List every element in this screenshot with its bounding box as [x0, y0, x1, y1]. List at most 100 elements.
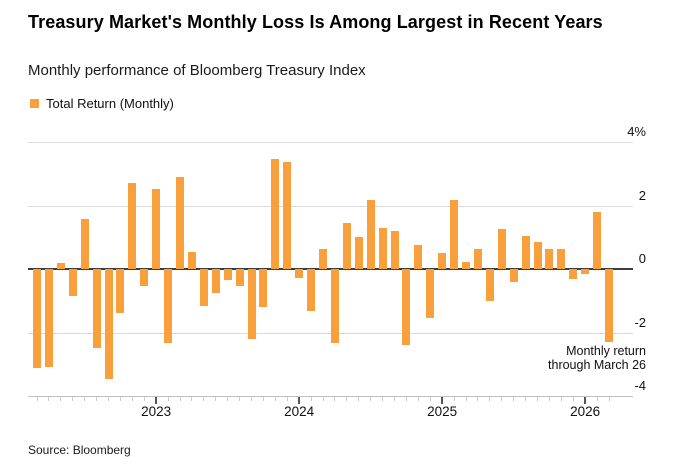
bar-2024-11 [414, 244, 423, 269]
month-tick-2025-03 [465, 397, 467, 401]
month-tick-2022-08 [96, 397, 98, 401]
month-tick-2023-02 [167, 397, 169, 401]
chart-annotation: Monthly return through March 26 [446, 344, 646, 372]
bar-2025-03 [462, 261, 470, 269]
month-tick-2026-03 [608, 397, 610, 401]
month-tick-2025-06 [501, 397, 503, 401]
bar-2024-02 [307, 269, 316, 311]
bar-2024-06 [354, 236, 363, 269]
gridline-4 [28, 142, 633, 143]
bar-2025-07 [509, 269, 518, 282]
year-tick-2024-01 [298, 397, 301, 404]
bar-2022-05 [56, 263, 65, 269]
y-axis-label--4: -4 [634, 378, 646, 393]
bar-2025-01 [438, 253, 447, 269]
bar-2024-05 [342, 222, 351, 269]
month-tick-2022-11 [131, 397, 133, 401]
month-tick-2023-08 [239, 397, 241, 401]
month-tick-2026-02 [596, 397, 598, 401]
legend-swatch-icon [30, 99, 39, 108]
month-tick-2023-05 [203, 397, 205, 401]
month-tick-2022-04 [48, 397, 50, 401]
annotation-line-2: through March 26 [548, 358, 646, 372]
month-tick-2025-07 [513, 397, 515, 401]
gridline-2 [28, 205, 633, 207]
bar-2022-10 [116, 269, 125, 313]
bar-2026-01 [581, 269, 590, 275]
bar-2025-12 [569, 269, 578, 279]
bar-2022-07 [80, 218, 89, 269]
bar-2022-06 [68, 269, 77, 296]
month-tick-2023-03 [179, 397, 181, 401]
month-tick-2024-07 [370, 397, 372, 401]
bar-2023-10 [259, 269, 268, 308]
month-tick-2022-10 [119, 397, 121, 401]
y-axis-label-4%: 4% [627, 124, 646, 139]
zero-baseline [28, 268, 633, 270]
bar-2024-03 [319, 248, 327, 269]
month-tick-2023-04 [191, 397, 193, 401]
chart-title: Treasury Market's Monthly Loss Is Among … [28, 12, 603, 32]
month-tick-2022-05 [60, 397, 62, 401]
bar-2025-10 [545, 248, 554, 269]
month-tick-2023-12 [286, 397, 288, 401]
month-tick-2025-12 [572, 397, 574, 401]
bar-2022-09 [104, 269, 113, 379]
month-tick-2023-09 [251, 397, 252, 401]
year-tick-2026-01 [584, 397, 587, 404]
x-axis-label-2023: 2023 [141, 404, 172, 419]
month-tick-2024-03 [322, 397, 324, 401]
bar-2024-10 [402, 269, 411, 345]
bar-2023-08 [235, 269, 244, 286]
bar-2024-12 [426, 269, 435, 318]
bar-2025-06 [497, 229, 506, 269]
month-tick-2025-04 [477, 397, 479, 401]
y-axis-label-0: 0 [638, 251, 646, 266]
bar-2025-02 [450, 200, 459, 269]
bar-2023-09 [247, 269, 256, 340]
y-axis-label--2: -2 [634, 314, 646, 330]
bar-2023-06 [211, 269, 220, 293]
month-tick-2023-11 [274, 397, 276, 401]
month-tick-2022-07 [84, 397, 86, 401]
year-tick-2023-01 [155, 397, 158, 404]
month-tick-2023-10 [262, 397, 264, 401]
bar-2025-09 [533, 242, 542, 269]
bar-2022-04 [44, 269, 53, 368]
month-tick-2022-06 [72, 397, 74, 401]
month-tick-2025-02 [453, 397, 455, 401]
month-tick-2024-02 [310, 397, 312, 401]
month-tick-2024-06 [358, 397, 360, 401]
month-tick-2025-10 [548, 397, 550, 401]
bar-2026-02 [593, 211, 602, 269]
month-tick-2024-09 [394, 397, 395, 401]
month-tick-2024-11 [417, 397, 419, 401]
month-tick-2025-09 [537, 397, 538, 401]
month-tick-2022-12 [143, 397, 145, 401]
month-tick-2024-12 [429, 397, 431, 401]
bar-2023-12 [283, 162, 292, 269]
x-axis-label-2026: 2026 [570, 404, 601, 419]
bar-2023-03 [176, 177, 184, 269]
bar-2024-07 [366, 200, 375, 269]
bar-2022-08 [92, 269, 101, 348]
month-tick-2024-04 [334, 397, 336, 401]
y-axis-label-2: 2 [638, 187, 646, 203]
month-tick-2022-09 [108, 397, 109, 401]
month-tick-2024-10 [405, 397, 407, 401]
bar-2025-08 [521, 235, 530, 269]
bar-2025-05 [485, 269, 494, 301]
bar-2022-12 [140, 269, 149, 286]
bar-2023-04 [187, 251, 196, 269]
month-tick-2024-05 [346, 397, 348, 401]
legend-label: Total Return (Monthly) [46, 96, 174, 111]
gridline--2 [28, 332, 633, 334]
month-tick-2024-08 [382, 397, 384, 401]
bar-2023-11 [271, 158, 280, 269]
bar-2023-02 [164, 269, 173, 344]
bar-2023-05 [199, 269, 208, 306]
bar-2024-01 [295, 269, 304, 278]
bar-2024-08 [378, 228, 387, 269]
bar-2025-11 [557, 248, 566, 269]
